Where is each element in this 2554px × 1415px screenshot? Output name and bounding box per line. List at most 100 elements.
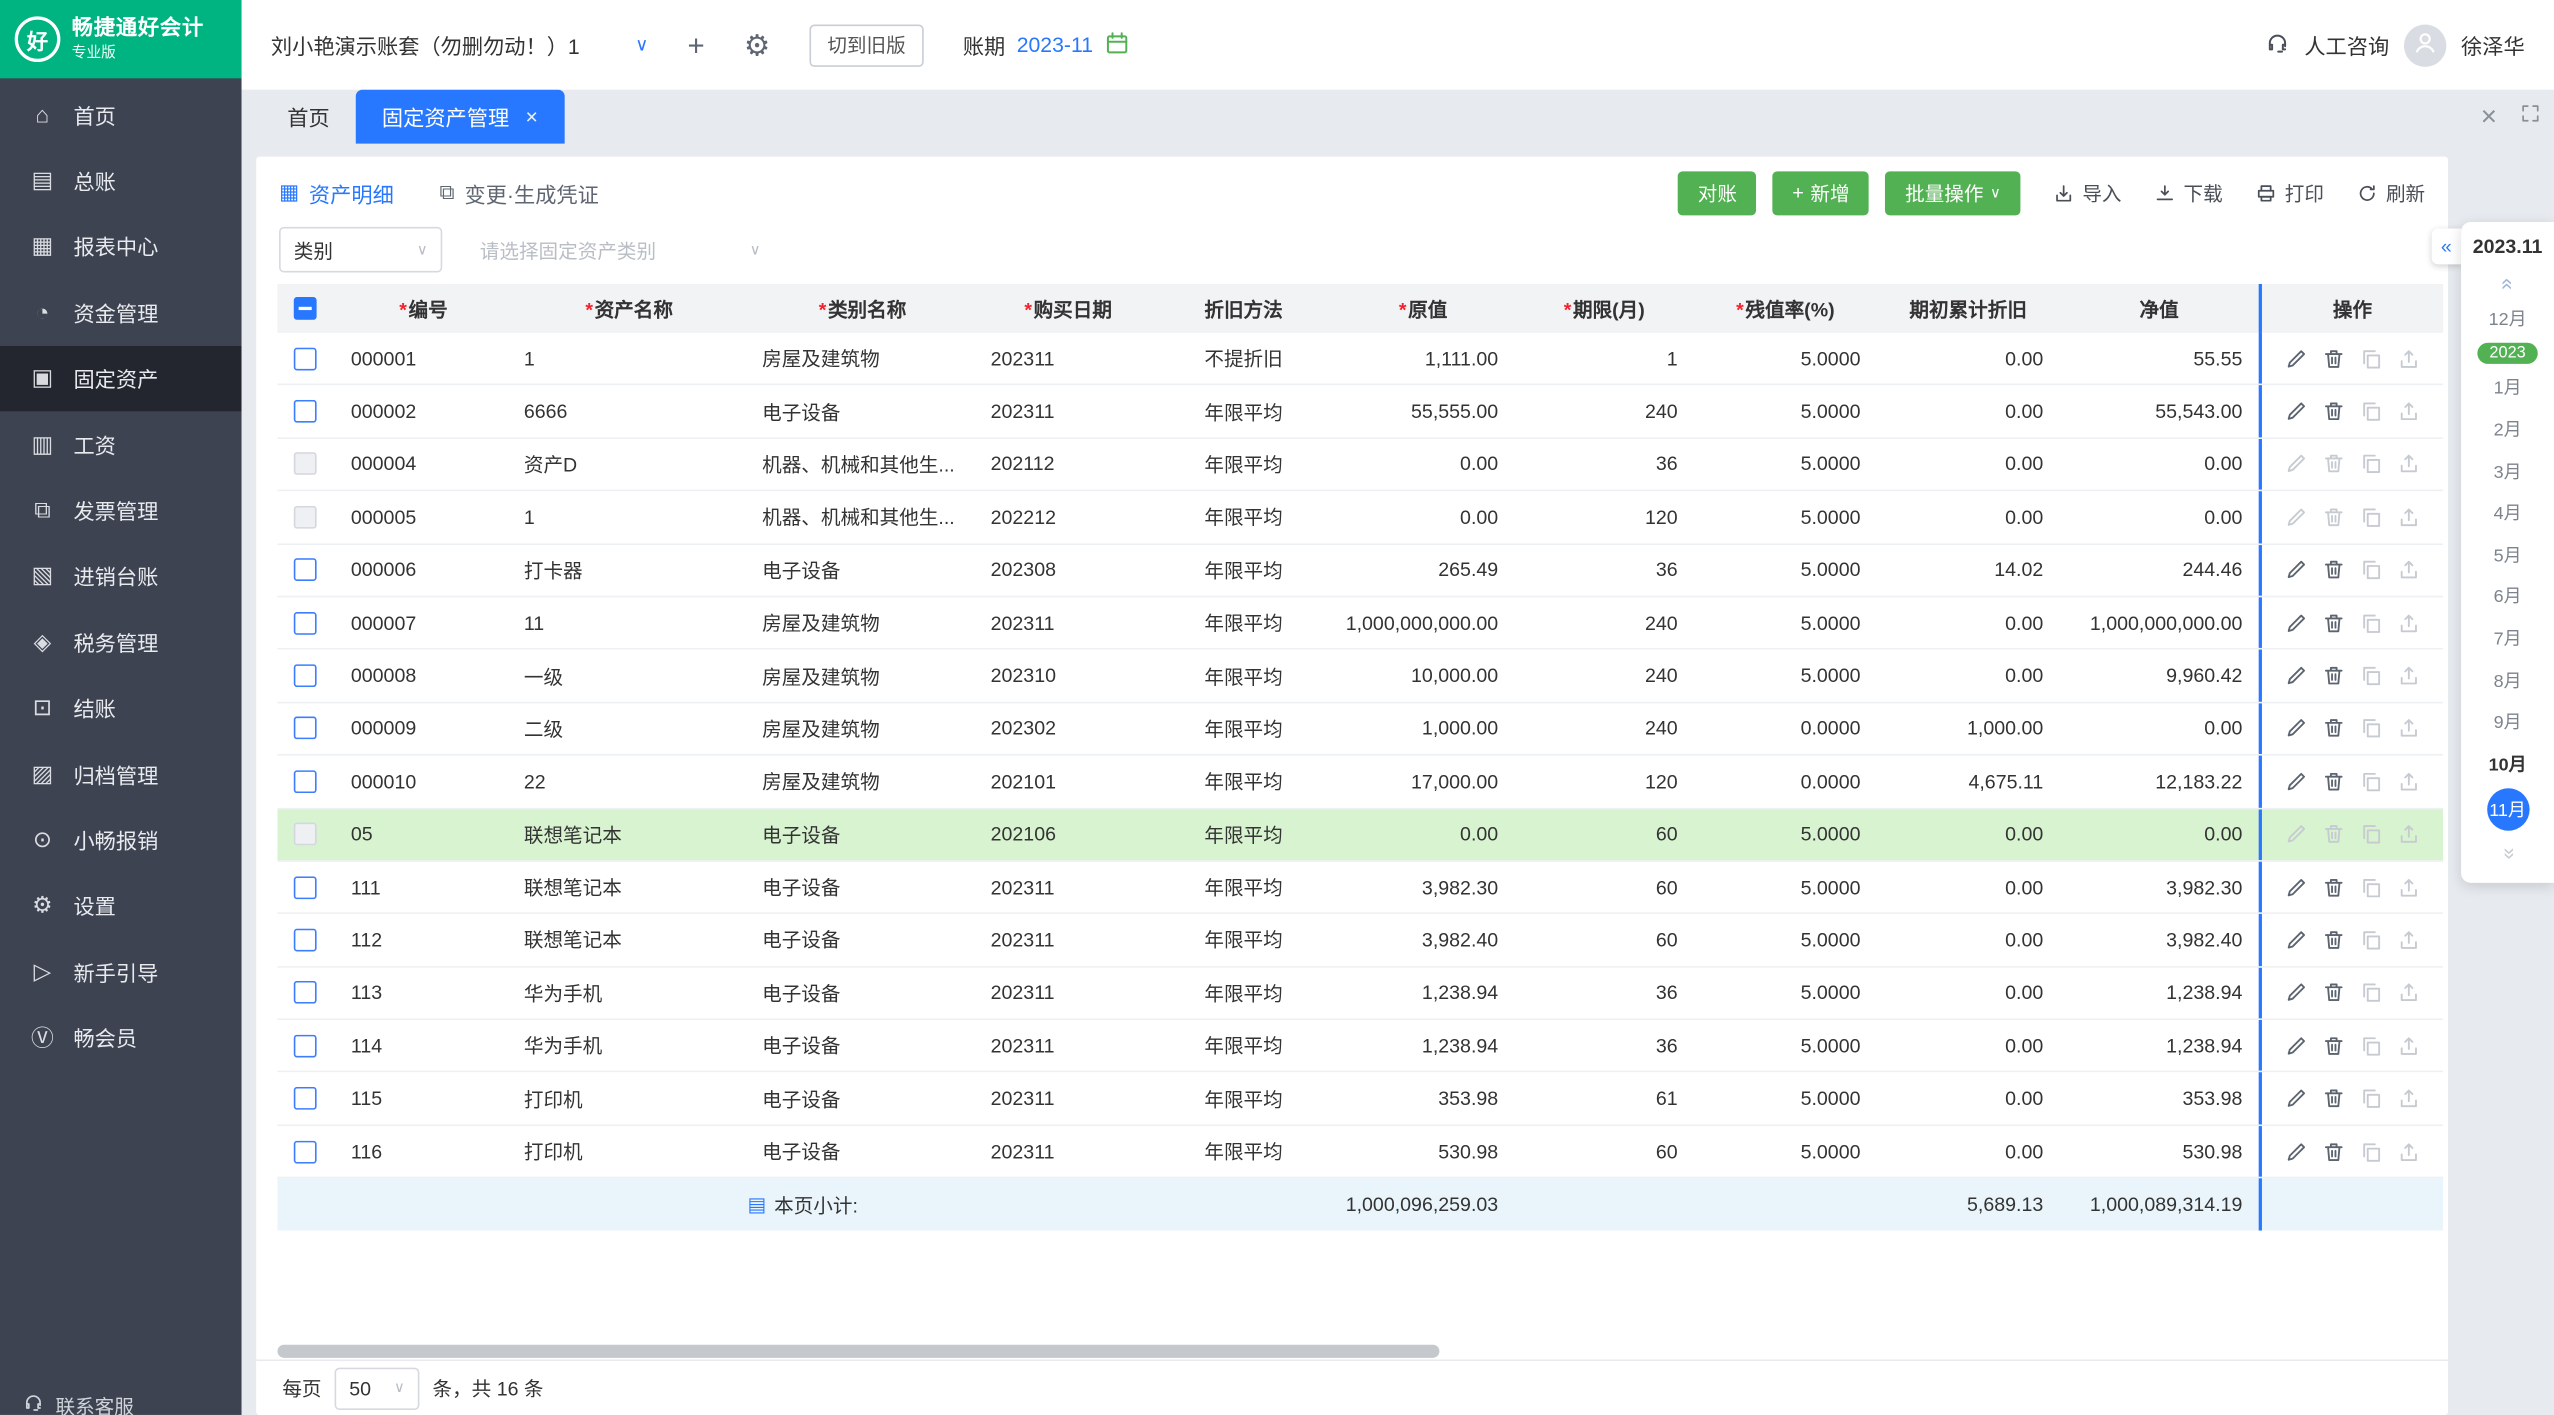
table-row[interactable]: 000001 1 房屋及建筑物 202311 不提折旧 1,111.00 1 5.0000 0.… xyxy=(277,332,2444,386)
calendar-month-item[interactable]: 9月 xyxy=(2493,713,2522,733)
sidebar-item-asset[interactable]: ▣ 固定资产 xyxy=(0,345,242,412)
view-tab-asset-detail[interactable]: ▦ 资产明细 xyxy=(279,179,394,207)
export-icon[interactable] xyxy=(2397,981,2420,1004)
delete-icon[interactable] xyxy=(2322,400,2345,423)
sidebar-item-archive[interactable]: ▨ 归档管理 xyxy=(0,741,242,807)
sidebar-item-guide[interactable]: ▷ 新手引导 xyxy=(0,939,242,1005)
calendar-month-item[interactable]: 6月 xyxy=(2493,588,2522,608)
copy-icon[interactable] xyxy=(2360,1087,2383,1110)
table-row[interactable]: 05 联想笔记本 电子设备 202106 年限平均 0.00 60 5.0000 0.00 0.0… xyxy=(277,808,2444,862)
copy-icon[interactable] xyxy=(2360,347,2383,370)
export-icon[interactable] xyxy=(2397,823,2420,846)
support-button[interactable]: 人工咨询 xyxy=(2304,34,2390,59)
copy-icon[interactable] xyxy=(2360,770,2383,793)
打印-button[interactable]: 打印 xyxy=(2255,179,2324,207)
export-icon[interactable] xyxy=(2397,929,2420,952)
sidebar-item-member[interactable]: Ⓥ 畅会员 xyxy=(0,1004,242,1070)
calendar-scroll-down-icon[interactable]: « xyxy=(2494,846,2519,859)
delete-icon[interactable] xyxy=(2322,823,2345,846)
edit-icon[interactable] xyxy=(2285,876,2308,899)
copy-icon[interactable] xyxy=(2360,717,2383,740)
delete-icon[interactable] xyxy=(2322,1034,2345,1057)
row-checkbox[interactable] xyxy=(293,875,317,899)
row-checkbox[interactable] xyxy=(293,347,317,370)
table-row[interactable]: 111 联想笔记本 电子设备 202311 年限平均 3,982.30 60 5.0000 0.… xyxy=(277,861,2444,915)
edit-icon[interactable] xyxy=(2285,1034,2308,1057)
sidebar-footer-support[interactable]: 联系客服 xyxy=(0,1384,134,1415)
edit-icon[interactable] xyxy=(2285,823,2308,846)
table-row[interactable]: 000004 资产D 机器、机械和其他生... 202112 年限平均 0.00 36 5.0… xyxy=(277,438,2444,492)
copy-icon[interactable] xyxy=(2360,611,2383,634)
delete-icon[interactable] xyxy=(2322,770,2345,793)
tab-fixed-assets[interactable]: 固定资产管理 × xyxy=(355,89,565,144)
edit-icon[interactable] xyxy=(2285,664,2308,687)
calendar-month-item[interactable]: 1月 xyxy=(2493,379,2522,399)
对账-button[interactable]: 对账 xyxy=(1678,170,1757,215)
delete-icon[interactable] xyxy=(2322,981,2345,1004)
add-account-button[interactable]: + xyxy=(687,28,705,62)
copy-icon[interactable] xyxy=(2360,929,2383,952)
delete-icon[interactable] xyxy=(2322,611,2345,634)
导入-button[interactable]: 导入 xyxy=(2053,179,2122,207)
delete-icon[interactable] xyxy=(2322,347,2345,370)
calendar-scroll-up-icon[interactable]: « xyxy=(2496,278,2521,290)
calendar-month-item[interactable]: 5月 xyxy=(2493,546,2522,566)
export-icon[interactable] xyxy=(2397,876,2420,899)
copy-icon[interactable] xyxy=(2360,876,2383,899)
delete-icon[interactable] xyxy=(2322,929,2345,952)
row-checkbox[interactable] xyxy=(293,822,317,846)
edit-icon[interactable] xyxy=(2285,1140,2308,1163)
export-icon[interactable] xyxy=(2397,400,2420,423)
sidebar-item-fund[interactable]: ◔ 资金管理 xyxy=(0,279,242,345)
row-checkbox[interactable] xyxy=(293,769,317,793)
delete-icon[interactable] xyxy=(2322,876,2345,899)
sidebar-item-report[interactable]: ▦ 报表中心 xyxy=(0,213,242,279)
row-checkbox[interactable] xyxy=(293,452,317,476)
sidebar-item-payroll[interactable]: ▥ 工资 xyxy=(0,411,242,477)
row-checkbox[interactable] xyxy=(293,717,317,740)
select-all-checkbox[interactable] xyxy=(277,297,332,320)
row-checkbox[interactable] xyxy=(293,399,317,423)
row-checkbox[interactable] xyxy=(293,558,317,582)
row-checkbox[interactable] xyxy=(293,664,317,688)
copy-icon[interactable] xyxy=(2360,506,2383,529)
sidebar-item-ledger[interactable]: ▤ 总账 xyxy=(0,148,242,214)
collapse-calendar-handle[interactable]: « xyxy=(2431,228,2462,265)
calendar-month-item[interactable]: 10月 xyxy=(2488,755,2527,775)
table-row[interactable]: 113 华为手机 电子设备 202311 年限平均 1,238.94 36 5.0000 0.0… xyxy=(277,967,2444,1021)
sidebar-item-tax[interactable]: ◈ 税务管理 xyxy=(0,609,242,675)
table-row[interactable]: 000010 22 房屋及建筑物 202101 年限平均 17,000.00 120 0.00… xyxy=(277,755,2444,809)
row-checkbox[interactable] xyxy=(293,981,317,1005)
edit-icon[interactable] xyxy=(2285,559,2308,582)
export-icon[interactable] xyxy=(2397,453,2420,476)
edit-icon[interactable] xyxy=(2285,453,2308,476)
sidebar-item-settings[interactable]: ⚙ 设置 xyxy=(0,873,242,939)
delete-icon[interactable] xyxy=(2322,506,2345,529)
export-icon[interactable] xyxy=(2397,1034,2420,1057)
table-row[interactable]: 114 华为手机 电子设备 202311 年限平均 1,238.94 36 5.0000 0.0… xyxy=(277,1020,2444,1073)
horizontal-scrollbar[interactable] xyxy=(277,1344,1440,1358)
calendar-month-item[interactable]: 7月 xyxy=(2493,629,2522,650)
sidebar-item-expense[interactable]: ⊙ 小畅报销 xyxy=(0,807,242,873)
calendar-month-item[interactable]: 4月 xyxy=(2493,504,2522,525)
row-checkbox[interactable] xyxy=(293,1034,317,1058)
新增-button[interactable]: + 新增 xyxy=(1772,170,1870,215)
calendar-month-item[interactable]: 3月 xyxy=(2493,462,2522,483)
delete-icon[interactable] xyxy=(2322,664,2345,687)
copy-icon[interactable] xyxy=(2360,453,2383,476)
row-checkbox[interactable] xyxy=(293,1087,317,1111)
table-row[interactable]: 000007 11 房屋及建筑物 202311 年限平均 1,000,000,000.00… xyxy=(277,597,2444,651)
table-row[interactable]: 115 打印机 电子设备 202311 年限平均 353.98 61 5.0000 0.00 35… xyxy=(277,1072,2444,1126)
export-icon[interactable] xyxy=(2397,717,2420,740)
delete-icon[interactable] xyxy=(2322,1087,2345,1110)
export-icon[interactable] xyxy=(2397,506,2420,529)
table-row[interactable]: 000002 6666 电子设备 202311 年限平均 55,555.00 240 5.00… xyxy=(277,385,2444,439)
calendar-month-item[interactable]: 2月 xyxy=(2493,421,2522,441)
category-search-select[interactable]: 请选择固定资产类别 ∨ xyxy=(465,226,776,273)
edit-icon[interactable] xyxy=(2285,400,2308,423)
下载-button[interactable]: 下载 xyxy=(2154,179,2223,207)
批量操作-button[interactable]: 批量操作 ∨ xyxy=(1885,170,2021,215)
sidebar-item-closing[interactable]: ⊡ 结账 xyxy=(0,675,242,741)
edit-icon[interactable] xyxy=(2285,347,2308,370)
edit-icon[interactable] xyxy=(2285,506,2308,529)
